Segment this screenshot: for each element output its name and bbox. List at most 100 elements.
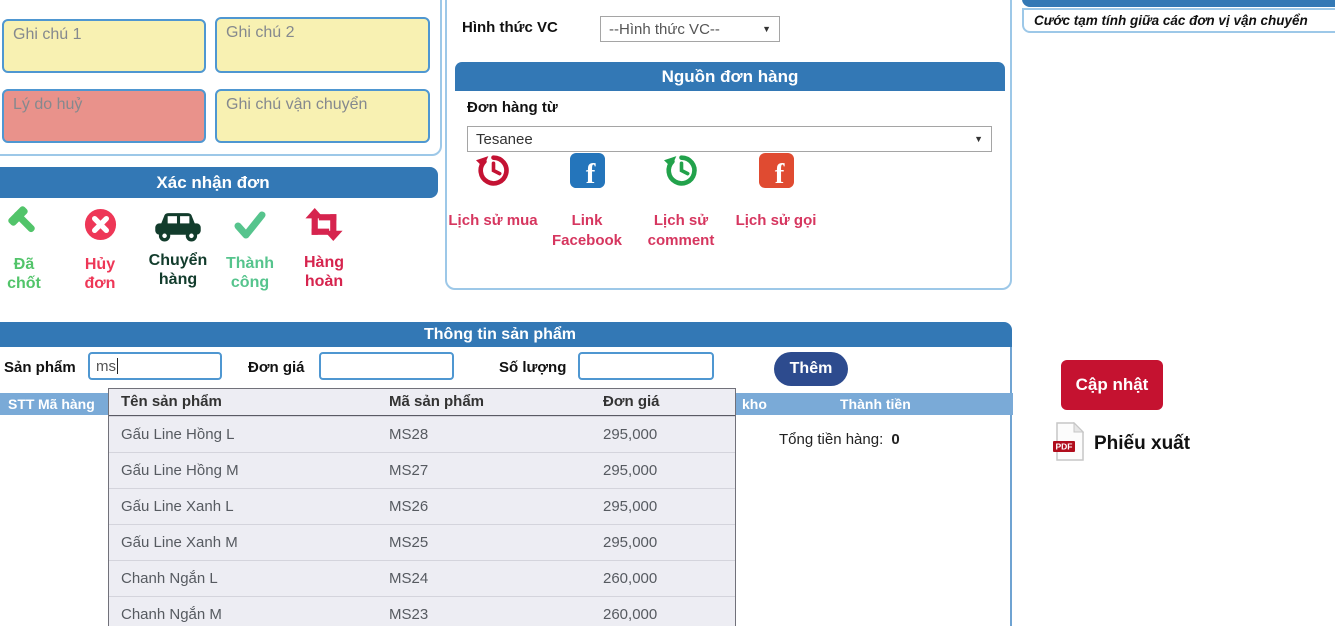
- action-thanh-cong[interactable]: Thành công: [220, 211, 280, 292]
- order-source-header: Nguồn đơn hàng: [455, 62, 1005, 91]
- order-total-label: Tổng tiền hàng:: [779, 431, 884, 448]
- shipping-fee-note: Cước tạm tính giữa các đơn vị vận chuyển: [1034, 13, 1308, 28]
- update-button-label: Cập nhật: [1075, 375, 1149, 394]
- action-label: Chuyển hàng: [148, 252, 208, 288]
- order-source-title: Nguồn đơn hàng: [661, 67, 799, 86]
- pdf-file-icon: PDF: [1053, 421, 1085, 466]
- chevron-down-icon: ▼: [974, 134, 983, 144]
- order-from-value: Tesanee: [476, 130, 533, 148]
- link-label: Link Facebook: [551, 212, 623, 249]
- shipping-note-textarea[interactable]: [215, 89, 430, 143]
- link-comment-history[interactable]: Lịch sử comment: [633, 153, 729, 251]
- product-name: Gấu Line Xanh M: [121, 534, 238, 551]
- quantity-label: Số lượng: [499, 359, 567, 376]
- order-from-select[interactable]: Tesanee ▼: [467, 126, 992, 152]
- autocomplete-row[interactable]: Gấu Line Xanh M MS25 295,000: [109, 524, 735, 560]
- col-thanh-tien: Thành tiền: [840, 396, 911, 412]
- autocomplete-row[interactable]: Chanh Ngắn M MS23 260,000: [109, 596, 735, 626]
- link-purchase-history[interactable]: Lịch sử mua: [445, 153, 541, 231]
- product-price: 260,000: [603, 606, 658, 623]
- product-label: Sản phẩm: [4, 359, 76, 376]
- unit-price-input[interactable]: [319, 352, 454, 380]
- link-facebook[interactable]: f Link Facebook: [539, 153, 635, 251]
- shipping-fee-header: [1022, 0, 1335, 7]
- shipping-method-select[interactable]: --Hình thức VC-- ▼: [600, 16, 780, 42]
- note2-textarea[interactable]: [215, 17, 430, 73]
- export-pdf-link[interactable]: PDF Phiếu xuất: [1053, 421, 1190, 466]
- return-arrows-icon: [305, 208, 343, 246]
- product-code: MS24: [389, 570, 429, 587]
- product-code: MS28: [389, 426, 429, 443]
- product-price: 295,000: [603, 426, 658, 443]
- action-label: Hủy đơn: [84, 256, 116, 292]
- check-icon: [233, 211, 267, 244]
- history-icon-red: [475, 153, 511, 193]
- action-chuyen-hang[interactable]: Chuyển hàng: [140, 211, 216, 289]
- link-label: Lịch sử mua: [448, 212, 538, 229]
- col-kho: kho: [742, 396, 767, 412]
- svg-text:f: f: [774, 158, 784, 188]
- action-huy-don[interactable]: Hủy đơn: [72, 207, 128, 293]
- action-label: Hàng hoàn: [304, 254, 344, 290]
- add-product-button[interactable]: Thêm: [774, 352, 848, 386]
- product-name: Gấu Line Hồng L: [121, 426, 235, 443]
- autocomplete-row[interactable]: Gấu Line Hồng L MS28 295,000: [109, 416, 735, 452]
- product-code: MS25: [389, 534, 429, 551]
- unit-price-label: Đơn giá: [248, 359, 305, 376]
- product-section-title: Thông tin sản phẩm: [424, 326, 576, 343]
- col-stt: STT: [8, 396, 35, 412]
- col-ma-hang: Mã hàng: [38, 396, 95, 412]
- product-search-input[interactable]: ms: [88, 352, 222, 380]
- product-name: Chanh Ngắn M: [121, 606, 222, 623]
- pdf-badge-text: PDF: [1056, 442, 1073, 452]
- confirm-title: Xác nhận đơn: [156, 173, 270, 192]
- order-total-value: 0: [891, 431, 900, 448]
- shipping-method-label: Hình thức VC: [462, 19, 558, 36]
- order-total: Tổng tiền hàng: 0: [779, 431, 900, 448]
- gavel-icon: [5, 206, 43, 247]
- autocomplete-row[interactable]: Chanh Ngắn L MS24 260,000: [109, 560, 735, 596]
- action-hang-hoan[interactable]: Hàng hoàn: [290, 208, 358, 291]
- product-search-value: ms: [96, 357, 116, 375]
- shipping-fee-note-box: Cước tạm tính giữa các đơn vị vận chuyển: [1022, 8, 1335, 33]
- product-name: Gấu Line Hồng M: [121, 462, 239, 479]
- confirm-section-header: Xác nhận đơn: [0, 167, 438, 198]
- cancel-circle-icon: [83, 207, 118, 247]
- car-icon: [153, 211, 203, 247]
- product-code: MS27: [389, 462, 429, 479]
- svg-text:f: f: [585, 158, 595, 188]
- link-label: Lịch sử gọi: [735, 212, 817, 229]
- product-price: 295,000: [603, 498, 658, 515]
- product-name: Gấu Line Xanh L: [121, 498, 234, 515]
- product-price: 295,000: [603, 534, 658, 551]
- text-caret: [117, 358, 118, 374]
- order-from-label: Đơn hàng từ: [467, 99, 558, 116]
- facebook-icon-blue: f: [569, 153, 605, 193]
- autocomplete-header-row: Tên sản phẩm Mã sản phẩm Đơn giá: [109, 389, 735, 416]
- update-button[interactable]: Cập nhật: [1061, 360, 1163, 410]
- product-code: MS23: [389, 606, 429, 623]
- ac-col-name: Tên sản phẩm: [121, 393, 222, 410]
- facebook-icon-red: f: [758, 153, 794, 193]
- note1-textarea[interactable]: [2, 19, 206, 73]
- autocomplete-row[interactable]: Gấu Line Xanh L MS26 295,000: [109, 488, 735, 524]
- product-code: MS26: [389, 498, 429, 515]
- cancel-reason-textarea[interactable]: [2, 89, 206, 143]
- product-price: 295,000: [603, 462, 658, 479]
- action-label: Đã chốt: [7, 256, 41, 292]
- product-name: Chanh Ngắn L: [121, 570, 218, 587]
- chevron-down-icon: ▼: [762, 24, 771, 34]
- ac-col-price: Đơn giá: [603, 393, 660, 410]
- quantity-input[interactable]: [578, 352, 714, 380]
- add-button-label: Thêm: [789, 360, 833, 377]
- ac-col-code: Mã sản phẩm: [389, 393, 485, 410]
- history-icon-green: [663, 153, 699, 193]
- shipping-method-value: --Hình thức VC--: [609, 20, 720, 38]
- link-call-history[interactable]: f Lịch sử gọi: [728, 153, 824, 231]
- action-label: Thành công: [226, 255, 274, 291]
- action-da-chot[interactable]: Đã chốt: [0, 206, 48, 293]
- link-label: Lịch sử comment: [647, 212, 715, 249]
- product-autocomplete-dropdown: Tên sản phẩm Mã sản phẩm Đơn giá Gấu Lin…: [108, 388, 736, 626]
- autocomplete-row[interactable]: Gấu Line Hồng M MS27 295,000: [109, 452, 735, 488]
